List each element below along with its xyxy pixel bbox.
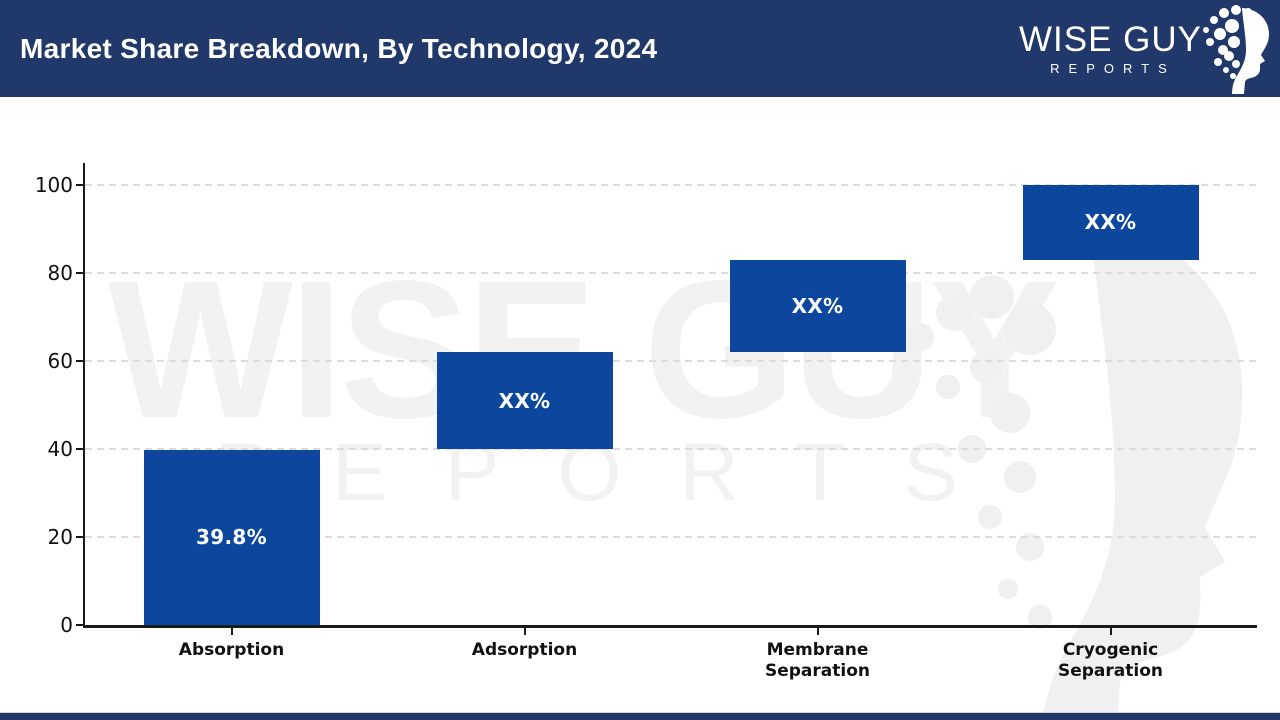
x-category-label-absorption: Absorption [178,640,285,660]
bar-value-label: XX% [791,293,844,318]
y-tickmark-0 [76,624,85,626]
x-category-label-adsorption: Adsorption [471,640,578,660]
y-tickmark-80 [76,272,85,274]
y-tick-label-80: 80 [47,261,73,285]
gridline-40 [85,448,1257,450]
y-tick-label-100: 100 [34,173,73,197]
x-category-label-cryogenic-separation: Cryogenic Separation [1057,640,1163,681]
footer-divider [0,712,1280,713]
brand-logo: WISE GUY REPORTS [1019,4,1274,94]
x-tickmark-absorption [230,628,233,635]
y-tick-label-40: 40 [47,437,73,461]
y-tickmark-60 [76,360,85,362]
gridline-100 [85,184,1257,186]
x-axis-line [83,625,1257,628]
y-tick-label-0: 0 [60,613,73,637]
y-tickmark-40 [76,448,85,450]
x-tickmark-cryogenic-separation [1109,628,1112,635]
brand-name: WISE GUY [1018,19,1202,59]
y-tick-label-60: 60 [47,349,73,373]
y-tickmark-100 [76,184,85,186]
watermark-head-icon [890,227,1243,713]
x-tickmark-membrane-separation [816,628,819,635]
x-tickmark-adsorption [523,628,526,635]
gridline-20 [85,536,1257,538]
y-tickmark-20 [76,536,85,538]
bar-membrane-separation: XX% [729,259,906,353]
y-axis-line [83,163,85,628]
bar-cryogenic-separation: XX% [1022,185,1199,260]
bar-absorption: 39.8% [143,449,320,625]
bar-value-label: XX% [1084,210,1137,235]
x-category-label-membrane-separation: Membrane Separation [764,640,870,681]
brand-wordmark: WISE GUY REPORTS [1019,22,1202,76]
brand-head-icon [1203,4,1269,94]
bar-value-label: XX% [498,388,551,413]
brand-subtitle: REPORTS [1050,60,1176,76]
bar-value-label: 39.8% [196,525,267,550]
gridline-80 [85,272,1257,274]
bar-adsorption: XX% [436,352,613,449]
y-tick-label-20: 20 [47,525,73,549]
gridline-60 [85,360,1257,362]
footer-band [0,713,1280,720]
page-title: Market Share Breakdown, By Technology, 2… [20,32,658,64]
header-band: Market Share Breakdown, By Technology, 2… [0,0,1280,97]
